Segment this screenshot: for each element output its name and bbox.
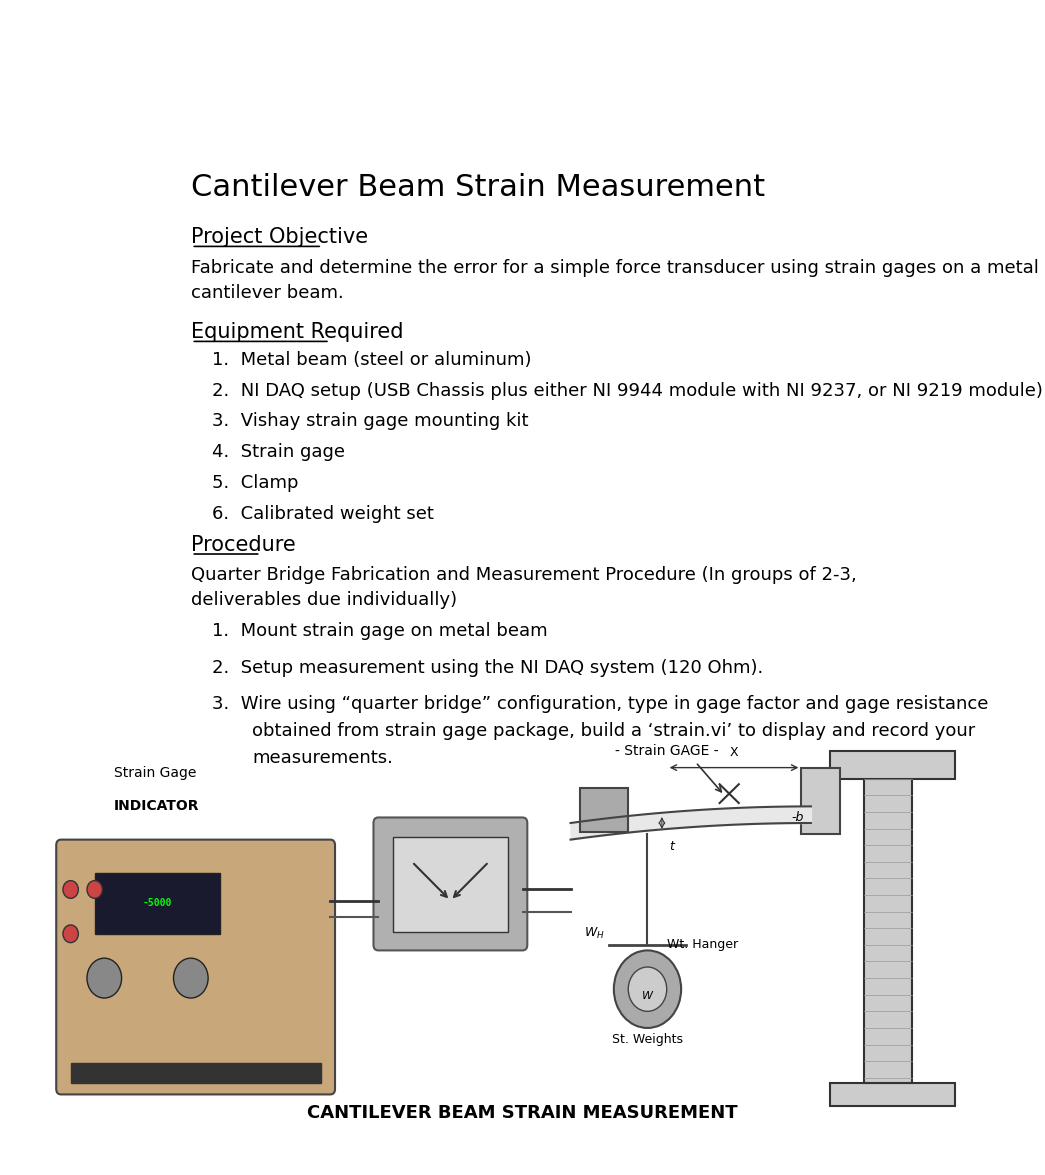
- Text: X: X: [729, 746, 739, 759]
- Text: 2.  NI DAQ setup (USB Chassis plus either NI 9944 module with NI 9237, or NI 921: 2. NI DAQ setup (USB Chassis plus either…: [211, 382, 1043, 400]
- Text: 5.  Clamp: 5. Clamp: [211, 474, 298, 492]
- Bar: [580, 787, 628, 832]
- Circle shape: [628, 967, 667, 1012]
- Text: Procedure: Procedure: [191, 535, 296, 555]
- Text: CANTILEVER BEAM STRAIN MEASUREMENT: CANTILEVER BEAM STRAIN MEASUREMENT: [307, 1104, 738, 1122]
- Text: Fabricate and determine the error for a simple force transducer using strain gag: Fabricate and determine the error for a …: [191, 258, 1039, 302]
- Text: 3.  Vishay strain gage mounting kit: 3. Vishay strain gage mounting kit: [211, 412, 528, 430]
- Text: $W_H$: $W_H$: [583, 926, 604, 941]
- Text: INDICATOR: INDICATOR: [114, 799, 200, 813]
- Text: 2.  Setup measurement using the NI DAQ system (120 Ohm).: 2. Setup measurement using the NI DAQ sy…: [211, 658, 763, 677]
- Text: Equipment Required: Equipment Required: [191, 322, 403, 342]
- Bar: [864, 773, 912, 1083]
- Text: obtained from strain gage package, build a ‘strain.vi’ to display and record you: obtained from strain gage package, build…: [252, 721, 975, 740]
- Text: 1.  Mount strain gage on metal beam: 1. Mount strain gage on metal beam: [211, 623, 548, 640]
- Text: 6.  Calibrated weight set: 6. Calibrated weight set: [211, 505, 434, 523]
- Bar: [830, 1083, 955, 1106]
- Text: 4.  Strain gage: 4. Strain gage: [211, 443, 345, 461]
- Text: 1.  Metal beam (steel or aluminum): 1. Metal beam (steel or aluminum): [211, 351, 531, 369]
- Text: t: t: [669, 840, 674, 853]
- Circle shape: [173, 958, 208, 998]
- Text: Wt. Hanger: Wt. Hanger: [667, 939, 738, 952]
- Text: measurements.: measurements.: [252, 748, 393, 767]
- FancyBboxPatch shape: [56, 840, 335, 1094]
- Text: -5000: -5000: [142, 899, 171, 908]
- Bar: [95, 873, 219, 934]
- Text: -b: -b: [792, 811, 804, 824]
- Text: Project Objective: Project Objective: [191, 227, 369, 247]
- Text: 3.  Wire using “quarter bridge” configuration, type in gage factor and gage resi: 3. Wire using “quarter bridge” configura…: [211, 694, 988, 713]
- Bar: [802, 767, 840, 834]
- Text: - Strain GAGE -: - Strain GAGE -: [614, 744, 719, 758]
- Bar: [830, 751, 955, 779]
- Bar: [393, 838, 508, 932]
- Text: $W$: $W$: [641, 988, 654, 1001]
- Text: Quarter Bridge Fabrication and Measurement Procedure (In groups of 2-3,
delivera: Quarter Bridge Fabrication and Measureme…: [191, 566, 857, 609]
- FancyBboxPatch shape: [373, 818, 528, 951]
- Circle shape: [87, 880, 102, 899]
- Text: Strain Gage: Strain Gage: [114, 766, 196, 780]
- Text: Cantilever Beam Strain Measurement: Cantilever Beam Strain Measurement: [191, 173, 766, 202]
- Bar: [71, 1063, 321, 1083]
- Circle shape: [87, 958, 121, 998]
- Circle shape: [63, 880, 78, 899]
- Wedge shape: [613, 951, 681, 1028]
- Circle shape: [63, 925, 78, 942]
- Text: St. Weights: St. Weights: [612, 1033, 683, 1046]
